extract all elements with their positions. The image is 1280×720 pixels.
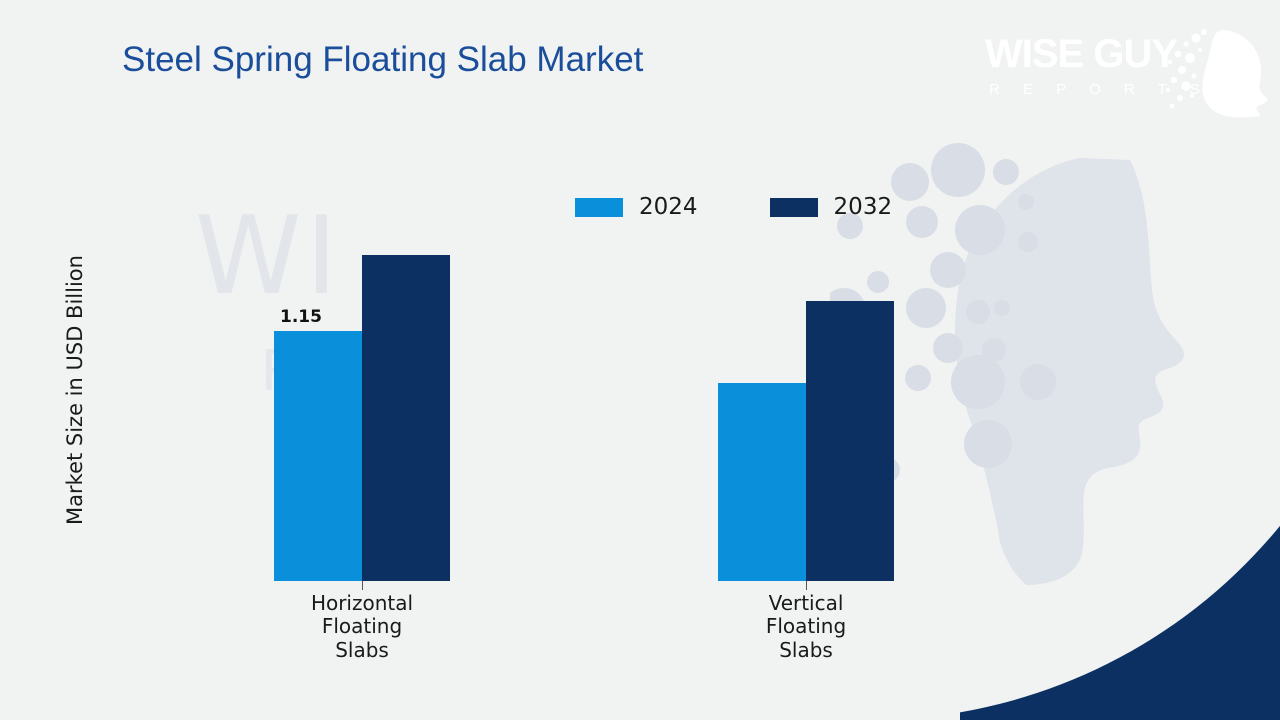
logo-name-top: WISE GUY	[985, 32, 1178, 76]
legend-swatch-2032	[769, 197, 818, 217]
dotted-head-profile-icon	[1166, 29, 1268, 118]
category-label-line: Floating	[321, 614, 403, 639]
x-axis-tick	[362, 581, 363, 590]
x-axis-category-label: Horizontal Floating Slabs	[242, 591, 482, 662]
bar-value-label: 1.15	[280, 307, 322, 327]
bar-2024-2[interactable]	[718, 383, 806, 581]
category-label-line: Slabs	[335, 637, 389, 662]
decorative-dot-head-pattern	[830, 143, 1184, 585]
wiseguy-reports-logo: WISE GUY R E P O R T S	[985, 29, 1268, 118]
page-title: Steel Spring Floating Slab Market	[122, 40, 644, 79]
legend-swatch-2024	[575, 197, 623, 217]
plot-area: 1.15 Horizontal Floating Slabs Vertical Float…	[242, 255, 926, 662]
category-label-line: Horizontal	[310, 591, 414, 615]
logo-text-block: WISE GUY R E P O R T S	[985, 32, 1209, 98]
legend-label-2024: 2024	[639, 194, 698, 220]
logo-name-bottom: R E P O R T S	[989, 81, 1210, 98]
legend-item-2024[interactable]: 2024	[575, 194, 698, 220]
legend-item-2032[interactable]: 2032	[769, 194, 893, 220]
bar-2032-2[interactable]	[806, 301, 894, 581]
bar-2024-1[interactable]	[274, 331, 362, 581]
legend-label-2032: 2032	[833, 194, 893, 220]
chart-legend: 2024 2032	[575, 194, 892, 220]
x-axis-tick	[806, 581, 807, 590]
category-label-line: Slabs	[779, 637, 833, 662]
category-label-line: Vertical	[768, 591, 844, 615]
x-axis-category-label: Vertical Floating Slabs	[686, 591, 926, 662]
category-label-line: Floating	[765, 614, 847, 639]
bar-2032-1[interactable]	[362, 255, 450, 581]
